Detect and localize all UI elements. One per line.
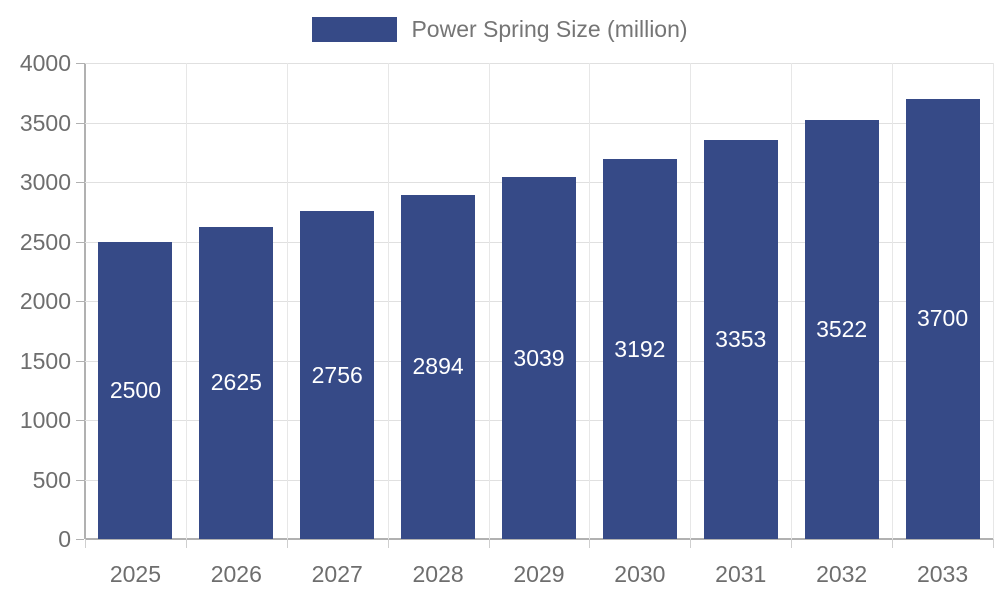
x-gridline (589, 63, 591, 539)
x-axis-tick (185, 539, 187, 548)
x-gridline (387, 63, 389, 539)
y-axis-tick (76, 420, 84, 421)
y-axis-tick (76, 122, 84, 124)
y-tick-label: 0 (58, 526, 71, 552)
x-axis-tick (488, 539, 490, 548)
bar-2026: 2625 (199, 226, 274, 539)
y-tick-label: 4000 (19, 50, 71, 76)
y-tick-label: 3000 (19, 169, 71, 195)
bar-value-label: 2625 (210, 369, 262, 396)
y-tick-label: 500 (32, 466, 71, 493)
bar-2031: 3353 (703, 140, 778, 539)
y-tick-label: 1500 (19, 347, 71, 374)
bar-value-label: 2894 (412, 353, 464, 380)
x-gridline (185, 63, 187, 539)
x-gridline (993, 63, 994, 539)
y-gridline (85, 63, 993, 64)
legend-swatch (312, 17, 398, 42)
x-axis-tick (589, 539, 591, 548)
bar-value-label: 3522 (816, 315, 868, 342)
plot-area: 0 500 1000 1500 2000 2500 3000 3500 4000 2500 2025… (20, 50, 994, 587)
x-gridline (286, 63, 288, 539)
x-gridline (690, 63, 692, 539)
x-axis-tick (993, 539, 994, 548)
bar-value-label: 2756 (311, 361, 363, 388)
bar-2030: 3192 (602, 159, 677, 539)
y-gridline (85, 122, 993, 124)
bar-2033: 3700 (905, 98, 980, 539)
x-tick-label: 2026 (210, 561, 262, 587)
y-axis-tick (76, 241, 84, 243)
x-axis-line (85, 538, 993, 540)
bar-value-label: 3353 (715, 326, 767, 352)
bar-value-label: 2500 (109, 376, 162, 403)
bar-2029: 3039 (502, 177, 576, 539)
x-axis-tick (690, 539, 692, 548)
y-axis-tick (76, 63, 84, 64)
x-gridline (488, 63, 490, 539)
bar-2027: 2756 (300, 211, 375, 539)
x-tick-label: 2029 (513, 561, 565, 587)
bar-value-label: 3192 (614, 335, 666, 362)
y-axis-tick (76, 182, 84, 183)
bar-value-label: 3039 (513, 344, 565, 371)
bar-2028: 2894 (401, 194, 476, 539)
y-axis-tick (76, 360, 84, 362)
x-tick-label: 2028 (412, 561, 464, 587)
y-axis-tick (76, 301, 84, 302)
y-tick-label: 3500 (19, 109, 71, 136)
y-axis-tick (76, 539, 84, 540)
x-axis-tick (85, 539, 86, 548)
x-tick-label: 2025 (109, 561, 162, 587)
x-tick-label: 2031 (715, 561, 767, 587)
y-axis-tick (76, 479, 84, 481)
bar-2032: 3522 (804, 119, 879, 539)
x-axis-tick (791, 539, 793, 548)
x-axis-tick (286, 539, 288, 548)
x-tick-label: 2027 (311, 561, 363, 587)
y-tick-label: 2500 (19, 228, 71, 255)
x-axis-tick (387, 539, 389, 548)
legend-item[interactable]: Power Spring Size (million) (0, 16, 1000, 43)
x-tick-label: 2030 (614, 561, 666, 587)
x-tick-label: 2032 (816, 561, 868, 587)
x-gridline (892, 63, 894, 539)
x-axis-tick (892, 539, 894, 548)
y-tick-label: 1000 (19, 407, 71, 433)
x-gridline (791, 63, 793, 539)
bar-value-label: 3700 (916, 305, 969, 332)
bar-2025: 2500 (98, 241, 173, 539)
x-tick-label: 2033 (916, 561, 969, 587)
legend-label: Power Spring Size (million) (411, 16, 688, 42)
y-tick-label: 2000 (19, 288, 71, 314)
